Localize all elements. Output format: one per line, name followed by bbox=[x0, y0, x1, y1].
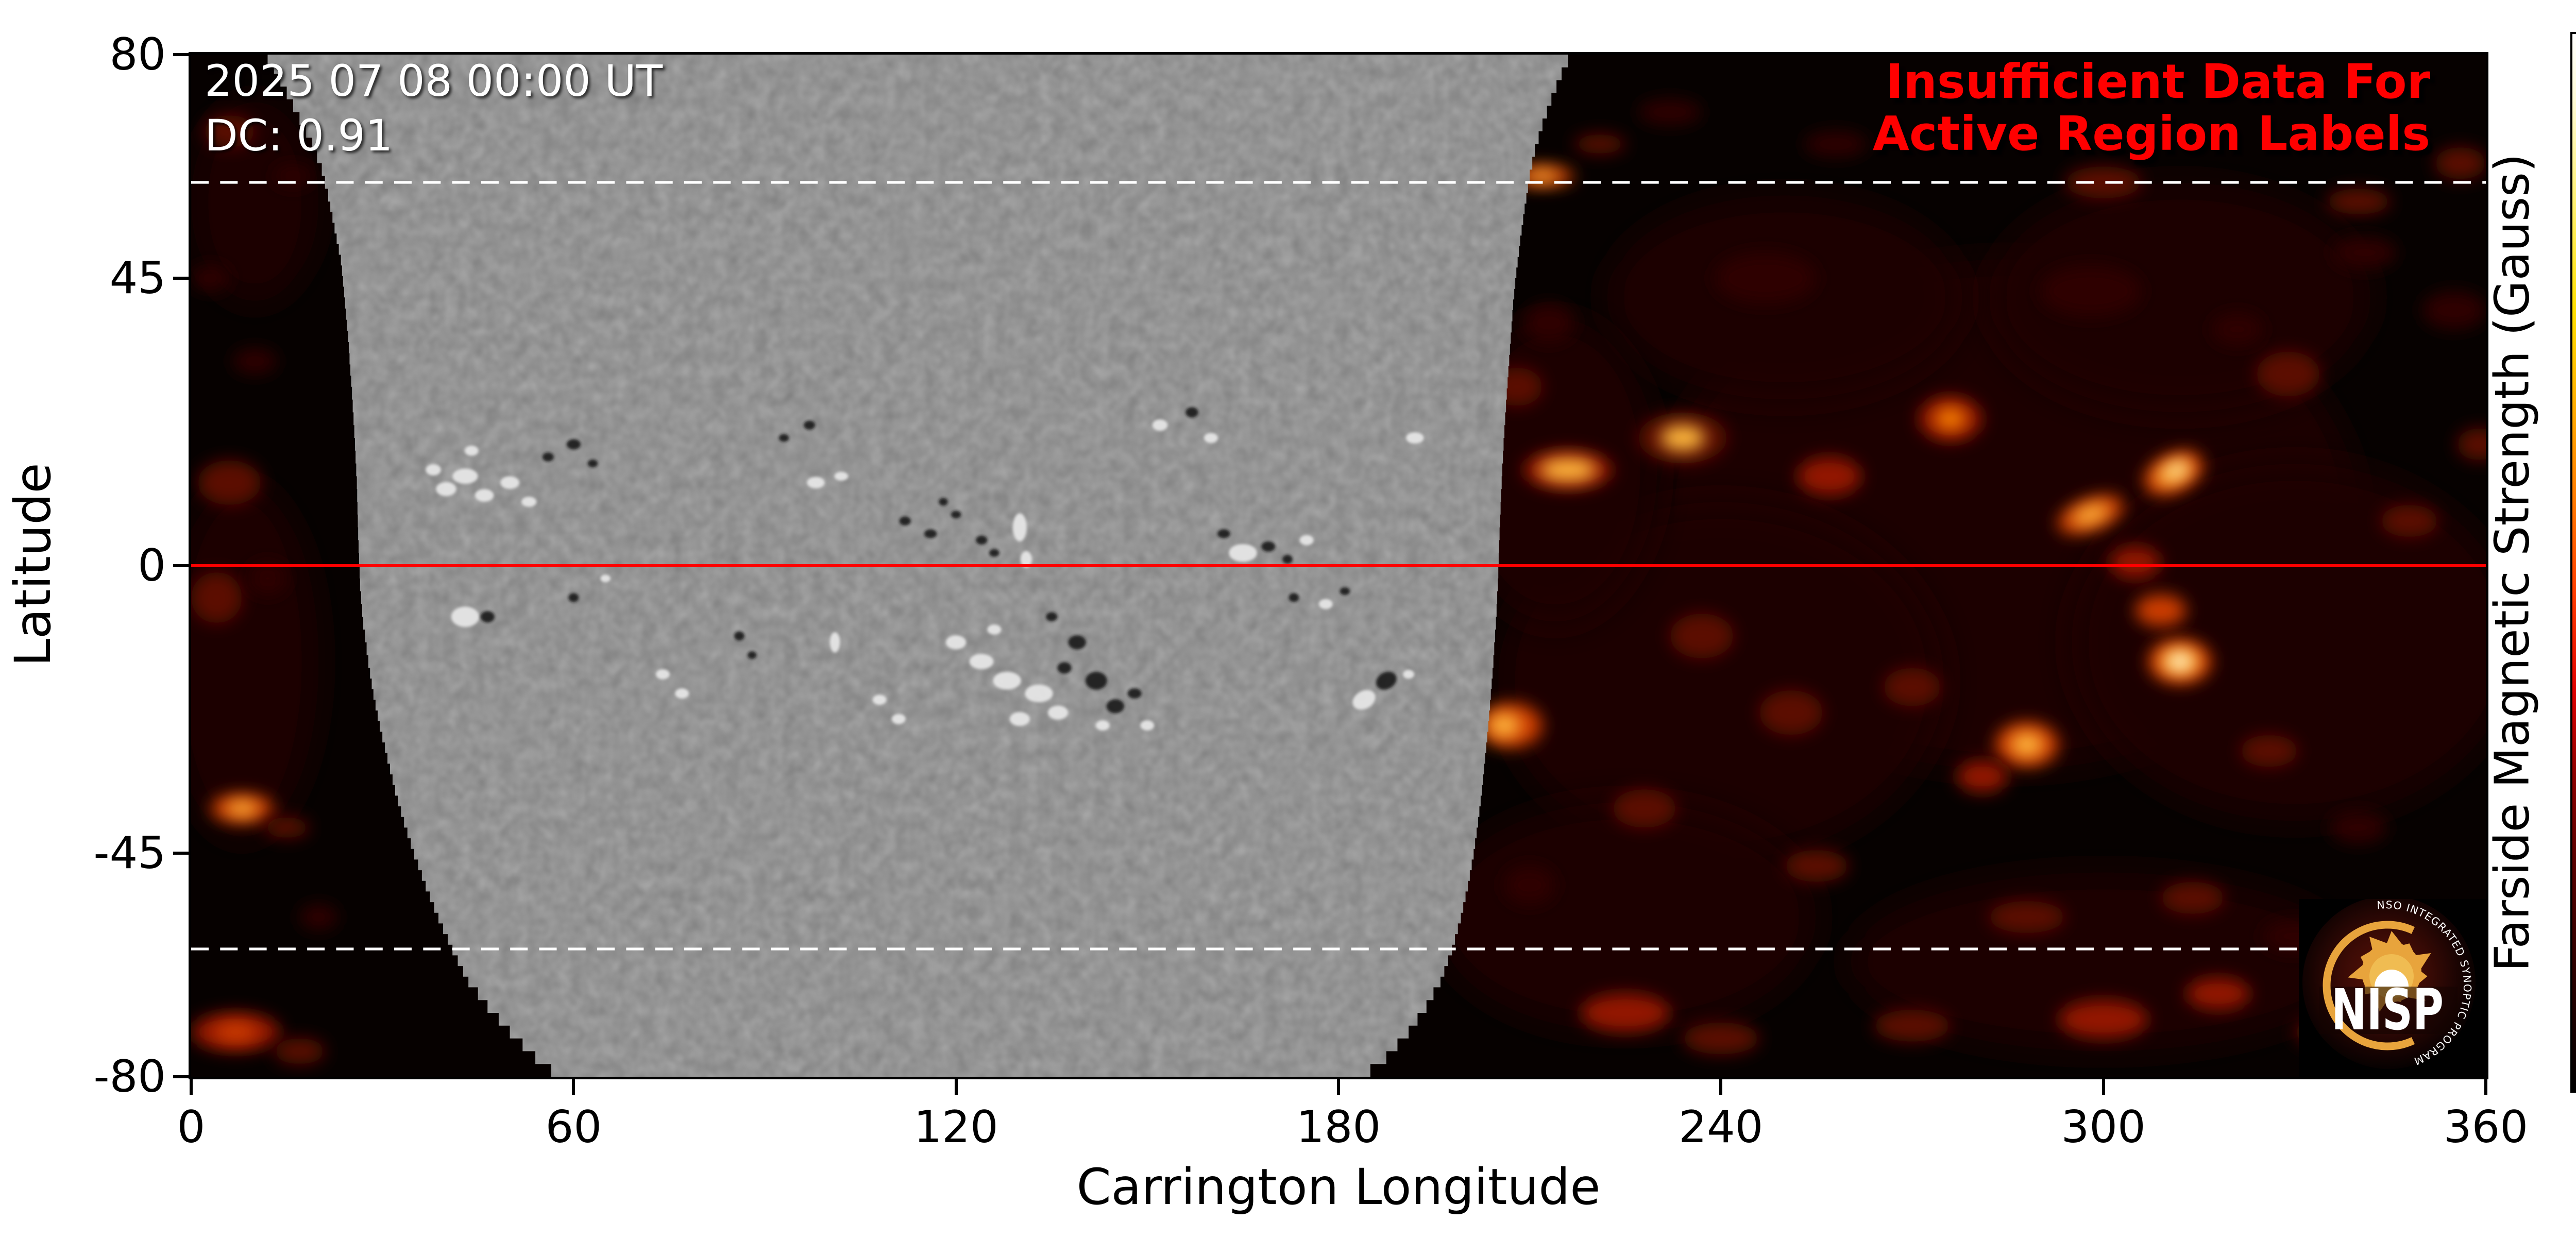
x-tick bbox=[2484, 1079, 2487, 1095]
dc-value-text: DC: 0.91 bbox=[205, 110, 393, 161]
x-axis-label: Carrington Longitude bbox=[1076, 1158, 1601, 1216]
y-tick-label: 80 bbox=[109, 29, 166, 80]
y-tick-label: 0 bbox=[138, 540, 166, 591]
x-tick bbox=[1337, 1079, 1340, 1095]
x-tick bbox=[2102, 1079, 2105, 1095]
x-tick bbox=[572, 1079, 575, 1095]
farside-colorbar bbox=[2570, 32, 2576, 1093]
x-tick-label: 120 bbox=[913, 1101, 998, 1153]
x-tick-label: 0 bbox=[177, 1101, 206, 1153]
x-tick bbox=[1719, 1079, 1723, 1095]
x-tick-label: 360 bbox=[2443, 1101, 2529, 1153]
logo-gold-ring bbox=[2323, 921, 2415, 1050]
magnetic-map-canvas bbox=[191, 55, 2486, 1077]
frontside-sunspot-speckles bbox=[426, 407, 1424, 731]
y-tick bbox=[173, 564, 189, 567]
x-tick bbox=[954, 1079, 958, 1095]
farside-active-region-blobs bbox=[191, 99, 2486, 1064]
x-tick-label: 180 bbox=[1296, 1101, 1381, 1153]
date-annotation: 2025 07 08 00:00 UT DC: 0.91 bbox=[205, 54, 663, 163]
latitude-60-dashed-lines bbox=[191, 181, 2486, 951]
x-tick bbox=[190, 1079, 193, 1095]
x-tick-label: 300 bbox=[2061, 1101, 2146, 1153]
plot-area: 2025 07 08 00:00 UT DC: 0.91 Insufficient… bbox=[189, 52, 2488, 1079]
nisp-logo-graphic: NISP NSO INTEGRATED SYNOPTIC PROGRAM bbox=[2299, 899, 2486, 1077]
y-tick-label: 45 bbox=[109, 252, 166, 304]
warning-annotation: Insufficient Data For Active Region Label… bbox=[1872, 54, 2430, 161]
y-tick bbox=[173, 1075, 189, 1078]
y-tick-label: -80 bbox=[93, 1051, 166, 1103]
y-tick bbox=[173, 53, 189, 56]
y-tick bbox=[173, 277, 189, 280]
y-tick bbox=[173, 852, 189, 855]
x-tick-label: 240 bbox=[1679, 1101, 1764, 1153]
equator-line bbox=[191, 564, 2486, 567]
nisp-logo: NISP NSO INTEGRATED SYNOPTIC PROGRAM bbox=[2299, 899, 2486, 1077]
logo-sun-core bbox=[2375, 970, 2409, 987]
datetime-text: 2025 07 08 00:00 UT bbox=[205, 56, 663, 106]
logo-nisp-text: NISP bbox=[2331, 977, 2444, 1043]
y-tick-label: -45 bbox=[93, 827, 166, 879]
x-tick-label: 60 bbox=[545, 1101, 602, 1153]
